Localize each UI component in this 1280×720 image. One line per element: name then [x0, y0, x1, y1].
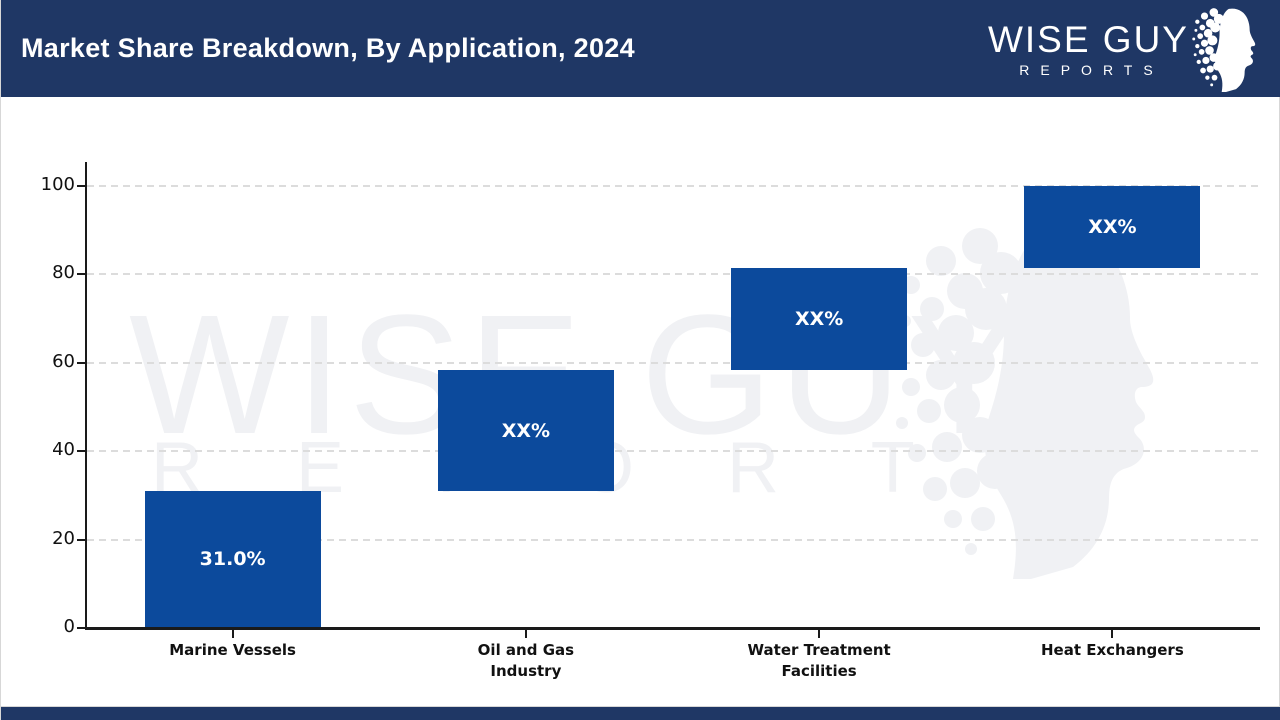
y-tick-mark [77, 273, 85, 276]
brand-subname: REPORTS [1019, 61, 1164, 78]
y-tick-label: 20 [52, 527, 75, 549]
x-category-label: Marine Vessels [169, 641, 296, 659]
y-tick-label: 60 [52, 350, 75, 372]
y-gridline [87, 450, 1259, 453]
page-title: Market Share Breakdown, By Application, … [21, 33, 635, 63]
brand-head-icon [1185, 6, 1267, 92]
y-tick-label: 0 [63, 616, 75, 637]
y-tick-label: 40 [52, 439, 75, 461]
brand-name: WISE GUY [987, 18, 1189, 60]
x-tick-mark [1111, 630, 1114, 638]
x-axis-line [85, 627, 1260, 630]
y-tick-mark [77, 450, 85, 453]
y-gridline [87, 538, 1259, 541]
header-bar: Market Share Breakdown, By Application, … [1, 0, 1280, 97]
y-tick-mark [77, 538, 85, 541]
bar-segment: 31.0% [144, 490, 321, 628]
bar-value-label: XX% [794, 308, 844, 331]
y-tick-label: 100 [40, 174, 75, 195]
y-tick-mark [77, 361, 85, 364]
x-category-label: Heat Exchangers [1040, 641, 1184, 659]
y-tick-label: 80 [52, 262, 75, 284]
y-tick-mark [77, 185, 85, 187]
x-category-label: Water Treatment Facilities [747, 641, 891, 680]
y-gridline [87, 361, 1259, 364]
bar-segment: XX% [437, 370, 614, 491]
bar-segment: XX% [731, 268, 908, 371]
x-category-label: Oil and Gas Industry [477, 641, 575, 680]
y-axis-line [85, 162, 87, 629]
bar-value-label: XX% [501, 419, 551, 442]
footer-bar [1, 707, 1280, 720]
x-tick-mark [231, 630, 234, 638]
figure-border [1, 706, 1280, 707]
brand-logo-text: WISE GUY REPORTS [988, 21, 1189, 77]
y-gridline [87, 185, 1259, 187]
x-tick-mark [524, 630, 527, 638]
y-gridline [87, 273, 1259, 276]
bar-value-label: 31.0% [199, 548, 266, 571]
brand-logo: WISE GUY REPORTS [988, 6, 1267, 92]
bar-value-label: XX% [1088, 216, 1137, 239]
bar-segment: XX% [1024, 186, 1201, 269]
y-tick-mark [77, 627, 85, 629]
x-tick-mark [818, 630, 821, 638]
